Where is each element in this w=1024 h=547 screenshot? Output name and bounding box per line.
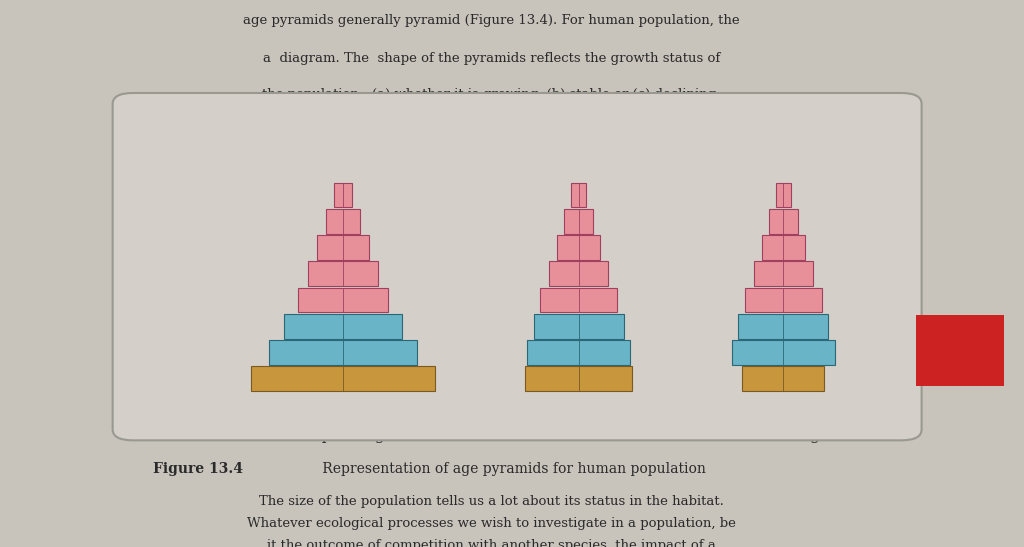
Text: age pyramids generally pyramid (Figure 13.4). For human population, the: age pyramids generally pyramid (Figure 1… — [244, 14, 739, 27]
Text: Stable: Stable — [554, 429, 603, 444]
Text: Pre-reproductive: Pre-reproductive — [159, 280, 279, 294]
Text: Reproductive: Reproductive — [159, 203, 253, 218]
Text: the population - (a) whether it is growing, (b) stable or (c) declining.: the population - (a) whether it is growi… — [262, 88, 721, 101]
Text: 227: 227 — [939, 341, 980, 359]
Text: Whatever ecological processes we wish to investigate in a population, be: Whatever ecological processes we wish to… — [247, 517, 736, 530]
Text: Declining: Declining — [746, 429, 820, 444]
Text: Representation of age pyramids for human population: Representation of age pyramids for human… — [318, 462, 706, 476]
Text: it the outcome of competition with another species, the impact of a: it the outcome of competition with anoth… — [267, 539, 716, 547]
Text: Expanding: Expanding — [302, 429, 384, 444]
Text: The size of the population tells us a lot about its status in the habitat.: The size of the population tells us a lo… — [259, 495, 724, 508]
Text: a  diagram. The  shape of the pyramids reflects the growth status of: a diagram. The shape of the pyramids ref… — [263, 52, 720, 65]
Text: Post-reproductive: Post-reproductive — [159, 138, 284, 152]
Text: Figure 13.4: Figure 13.4 — [153, 462, 243, 476]
